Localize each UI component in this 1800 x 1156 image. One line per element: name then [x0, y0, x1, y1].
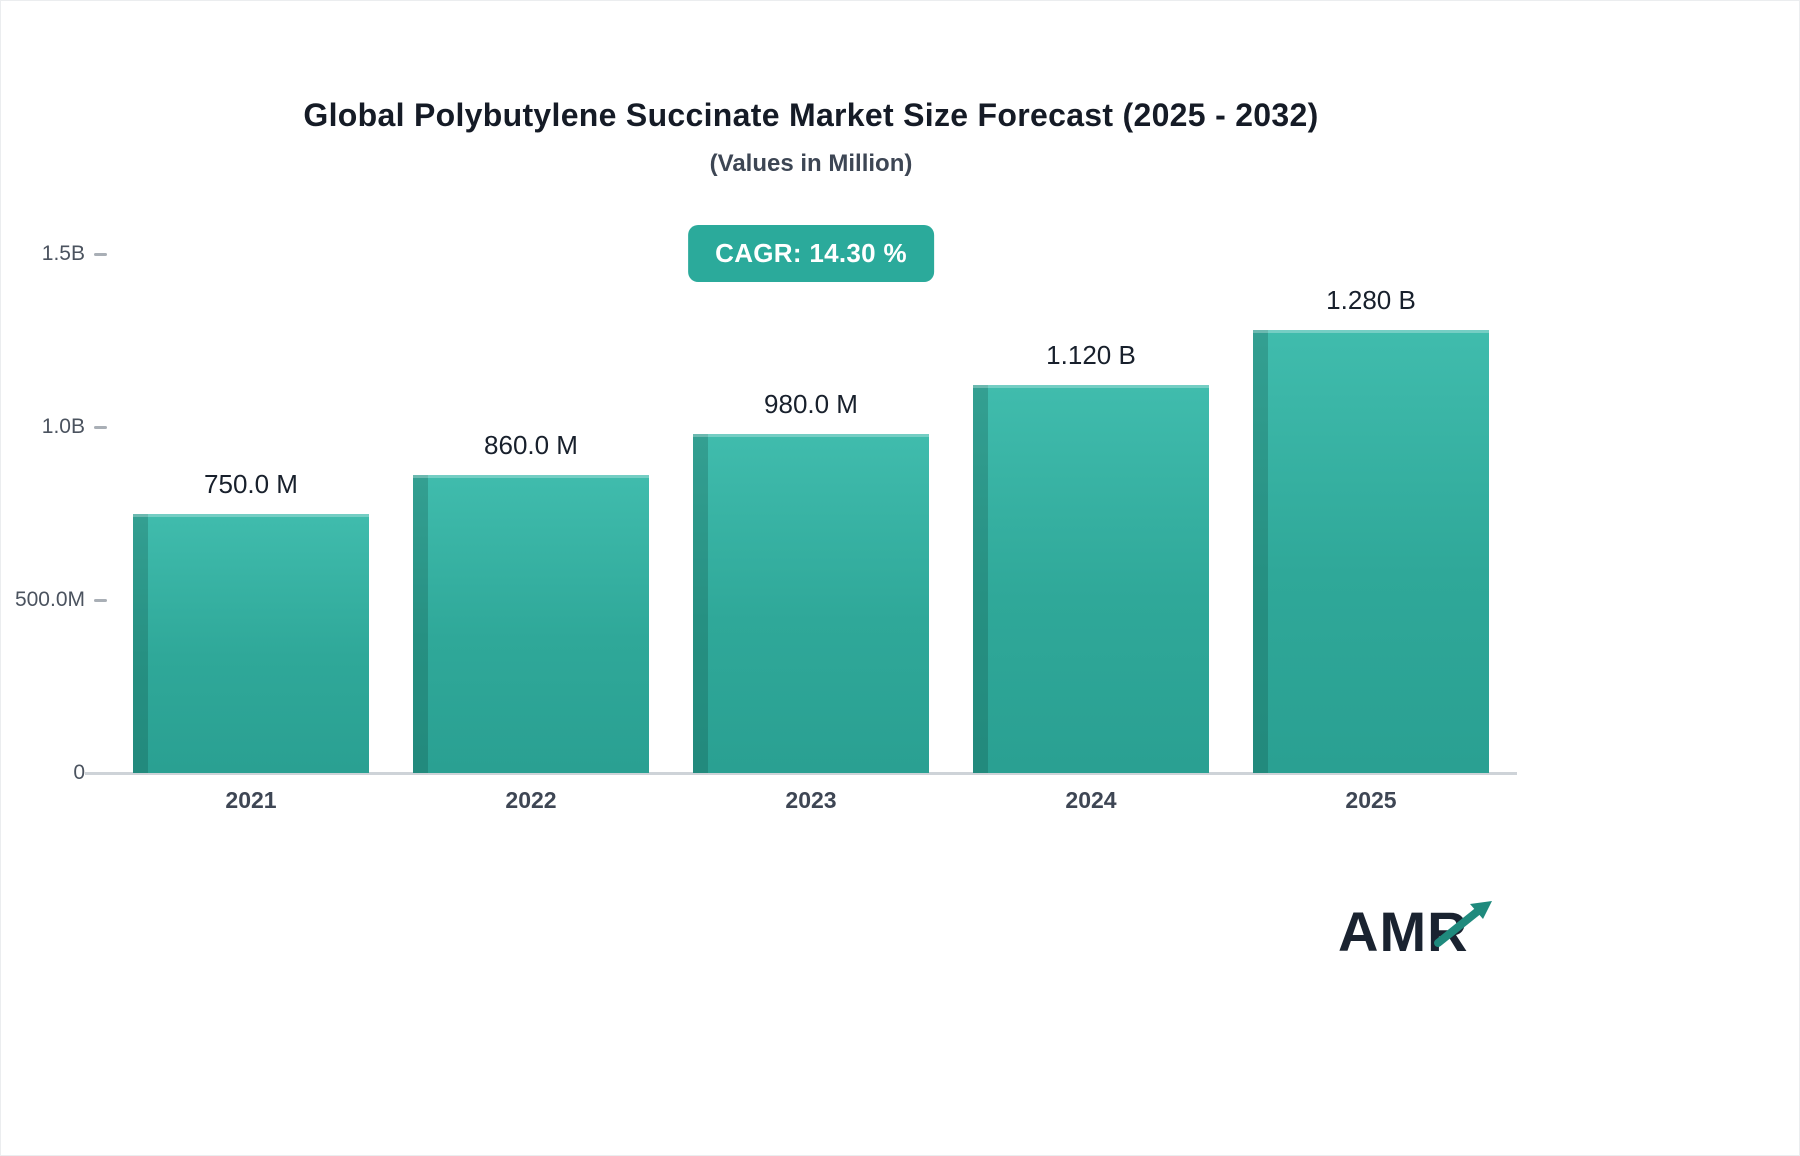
y-tick-label: 1.5B — [41, 242, 85, 265]
y-tick-mark — [94, 252, 107, 256]
y-tick-label: 1.0B — [41, 415, 85, 438]
y-tick-mark — [94, 598, 107, 602]
bar-value-label-2023: 980.0 M — [764, 388, 858, 419]
bar-value-label-2024: 1.120 B — [1046, 340, 1136, 371]
bar-2024: 1.120 B — [973, 340, 1209, 773]
cagr-badge: CAGR: 14.30 % — [688, 225, 934, 282]
bar-2023: 980.0 M — [693, 389, 929, 774]
x-axis-label-2021: 2021 — [225, 787, 277, 813]
bar-slot-2023: 980.0 M — [671, 254, 951, 774]
bar-2022: 860.0 M — [413, 430, 649, 773]
x-axis-label-2024: 2024 — [1065, 787, 1117, 813]
logo-arrow-icon — [1434, 901, 1492, 947]
bar-slot-2024: 1.120 B — [951, 254, 1231, 773]
bar-value-label-2022: 860.0 M — [484, 430, 578, 461]
bar-slot-2022: 860.0 M — [391, 254, 671, 773]
bar-2021: 750.0 M — [133, 469, 369, 773]
bar-value-label-2025: 1.280 B — [1326, 285, 1416, 316]
x-axis-label-2025: 2025 — [1345, 787, 1397, 813]
x-axis-label-2022: 2022 — [505, 787, 557, 813]
bar-chart: 1.5B 1.0B 500.0M 0 750.0 M 860.0 M 980.0 M 1.1… — [1, 242, 1799, 784]
y-tick-mark — [94, 425, 107, 429]
bar-slot-2021: 750.0 M — [111, 254, 391, 773]
x-axis-line — [85, 772, 1517, 775]
bar-slot-2025: 1.280 B — [1231, 254, 1511, 773]
y-tick-500.0M: 500.0M — [15, 588, 107, 612]
y-tick-1.5B: 1.5B — [42, 242, 107, 266]
y-tick-label: 0 — [73, 761, 85, 784]
amr-logo: AMR — [1338, 899, 1508, 969]
logo-text: AMR — [1338, 900, 1469, 963]
chart-subtitle: (Values in Million) — [709, 150, 913, 177]
y-axis: 1.5B 1.0B 500.0M 0 — [1, 242, 111, 784]
x-axis-labels: 2021 2022 2023 2024 2025 — [111, 787, 1511, 814]
plot-area: 750.0 M 860.0 M 980.0 M 1.120 B 1.280 B — [85, 254, 1517, 775]
chart-title: Global Polybutylene Succinate Market Siz… — [303, 97, 1319, 133]
x-axis-label-2023: 2023 — [785, 787, 837, 813]
bar-2025: 1.280 B — [1253, 285, 1489, 773]
bar-value-label-2021: 750.0 M — [204, 468, 298, 499]
y-tick-1.0B: 1.0B — [42, 415, 107, 439]
y-tick-label: 500.0M — [14, 588, 85, 611]
